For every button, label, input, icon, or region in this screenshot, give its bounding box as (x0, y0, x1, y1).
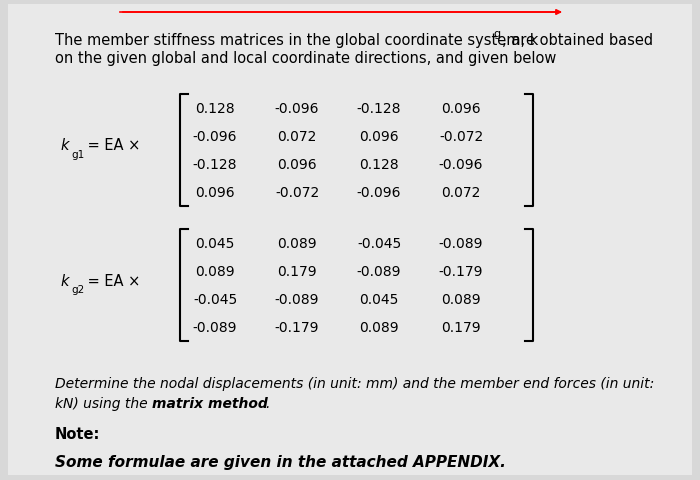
Text: .: . (265, 396, 270, 410)
Text: -0.179: -0.179 (274, 320, 319, 334)
Text: -0.089: -0.089 (193, 320, 237, 334)
Text: = EA ×: = EA × (83, 273, 141, 288)
Text: , are obtained based: , are obtained based (502, 33, 653, 48)
Text: matrix method: matrix method (152, 396, 267, 410)
Text: -0.089: -0.089 (357, 264, 401, 278)
Text: -0.089: -0.089 (439, 237, 483, 251)
Text: kN) using the: kN) using the (55, 396, 152, 410)
Text: 0.089: 0.089 (195, 264, 234, 278)
Text: 0.089: 0.089 (359, 320, 399, 334)
Text: 0.096: 0.096 (441, 102, 481, 116)
Text: 0.128: 0.128 (195, 102, 234, 116)
Text: -0.045: -0.045 (193, 292, 237, 306)
Text: 0.089: 0.089 (441, 292, 481, 306)
Text: 0.179: 0.179 (441, 320, 481, 334)
Text: -0.089: -0.089 (274, 292, 319, 306)
Text: g2: g2 (71, 285, 84, 294)
Text: -0.096: -0.096 (274, 102, 319, 116)
Text: g1: g1 (71, 150, 84, 160)
Text: 0.045: 0.045 (195, 237, 234, 251)
Text: 0.045: 0.045 (359, 292, 399, 306)
Text: The member stiffness matrices in the global coordinate system, k: The member stiffness matrices in the glo… (55, 33, 538, 48)
Text: k: k (60, 273, 69, 288)
Text: 0.096: 0.096 (195, 186, 234, 200)
Text: -0.096: -0.096 (357, 186, 401, 200)
Text: -0.045: -0.045 (357, 237, 401, 251)
Text: -0.128: -0.128 (193, 157, 237, 172)
Text: -0.096: -0.096 (193, 130, 237, 144)
Text: 0.096: 0.096 (277, 157, 317, 172)
Text: 0.179: 0.179 (277, 264, 317, 278)
Text: Note:: Note: (55, 426, 100, 441)
Text: 0.072: 0.072 (277, 130, 316, 144)
Text: -0.096: -0.096 (439, 157, 483, 172)
Text: -0.128: -0.128 (357, 102, 401, 116)
Text: -0.179: -0.179 (439, 264, 483, 278)
Text: -0.072: -0.072 (439, 130, 483, 144)
Text: g: g (493, 29, 500, 39)
Text: = EA ×: = EA × (83, 138, 141, 153)
Text: on the given global and local coordinate directions, and given below: on the given global and local coordinate… (55, 51, 556, 66)
Text: 0.128: 0.128 (359, 157, 399, 172)
FancyBboxPatch shape (8, 5, 692, 475)
Text: Determine the nodal displacements (in unit: mm) and the member end forces (in un: Determine the nodal displacements (in un… (55, 376, 654, 390)
Text: k: k (60, 138, 69, 153)
Text: -0.072: -0.072 (275, 186, 319, 200)
Text: 0.096: 0.096 (359, 130, 399, 144)
Text: Some formulae are given in the attached APPENDIX.: Some formulae are given in the attached … (55, 454, 506, 469)
Text: 0.072: 0.072 (441, 186, 481, 200)
Text: 0.089: 0.089 (277, 237, 317, 251)
